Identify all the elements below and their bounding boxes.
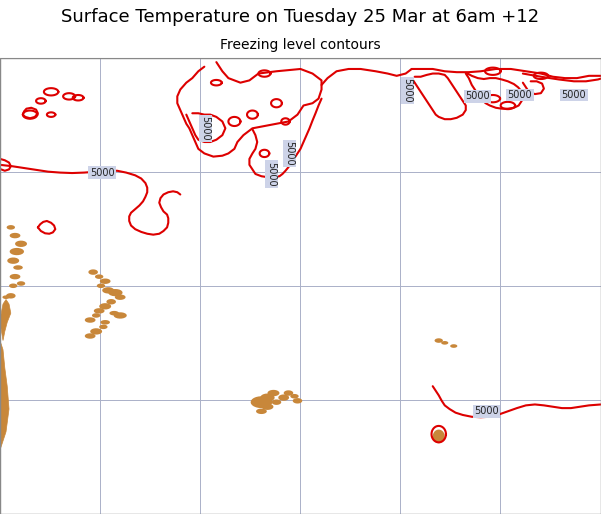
Polygon shape <box>17 281 25 286</box>
Polygon shape <box>0 341 9 450</box>
Polygon shape <box>260 394 275 402</box>
Polygon shape <box>251 396 272 408</box>
Polygon shape <box>433 430 445 443</box>
Polygon shape <box>115 295 126 300</box>
Polygon shape <box>13 265 23 270</box>
Polygon shape <box>290 394 299 398</box>
Polygon shape <box>9 284 17 288</box>
Polygon shape <box>99 303 111 309</box>
Text: 5000: 5000 <box>267 161 276 186</box>
Polygon shape <box>100 320 110 324</box>
Polygon shape <box>85 333 96 339</box>
Polygon shape <box>6 293 16 299</box>
Text: 5000: 5000 <box>466 91 490 101</box>
Polygon shape <box>102 287 114 293</box>
Polygon shape <box>109 311 119 316</box>
Polygon shape <box>106 299 116 304</box>
Polygon shape <box>15 241 27 247</box>
Polygon shape <box>114 313 127 319</box>
Text: Freezing level contours: Freezing level contours <box>220 38 381 52</box>
Polygon shape <box>99 324 108 329</box>
Polygon shape <box>7 225 15 230</box>
Polygon shape <box>261 403 273 410</box>
Text: Surface Temperature on Tuesday 25 Mar at 6am +12: Surface Temperature on Tuesday 25 Mar at… <box>61 8 540 26</box>
Polygon shape <box>441 341 448 345</box>
Polygon shape <box>0 300 11 341</box>
Text: 5000: 5000 <box>403 78 412 103</box>
Polygon shape <box>95 274 103 279</box>
Polygon shape <box>10 233 20 238</box>
Text: 5000: 5000 <box>562 90 586 100</box>
Polygon shape <box>90 328 102 335</box>
Text: 5000: 5000 <box>508 90 532 100</box>
Polygon shape <box>92 313 100 318</box>
Polygon shape <box>94 308 105 314</box>
Text: 5000: 5000 <box>201 116 210 141</box>
Polygon shape <box>88 269 98 275</box>
Text: 5000: 5000 <box>90 168 114 178</box>
Polygon shape <box>284 390 293 396</box>
Polygon shape <box>272 399 281 405</box>
Polygon shape <box>278 394 289 401</box>
Polygon shape <box>85 317 96 323</box>
Polygon shape <box>293 398 302 403</box>
Polygon shape <box>10 248 24 255</box>
Polygon shape <box>97 284 105 288</box>
Polygon shape <box>256 409 267 414</box>
Polygon shape <box>100 279 111 284</box>
Polygon shape <box>267 390 279 396</box>
Polygon shape <box>108 289 123 296</box>
Polygon shape <box>7 258 19 264</box>
Text: 5000: 5000 <box>285 141 294 166</box>
Text: 5000: 5000 <box>475 406 499 416</box>
Polygon shape <box>10 274 20 280</box>
Polygon shape <box>450 344 457 348</box>
Polygon shape <box>2 296 10 299</box>
Polygon shape <box>435 338 443 343</box>
